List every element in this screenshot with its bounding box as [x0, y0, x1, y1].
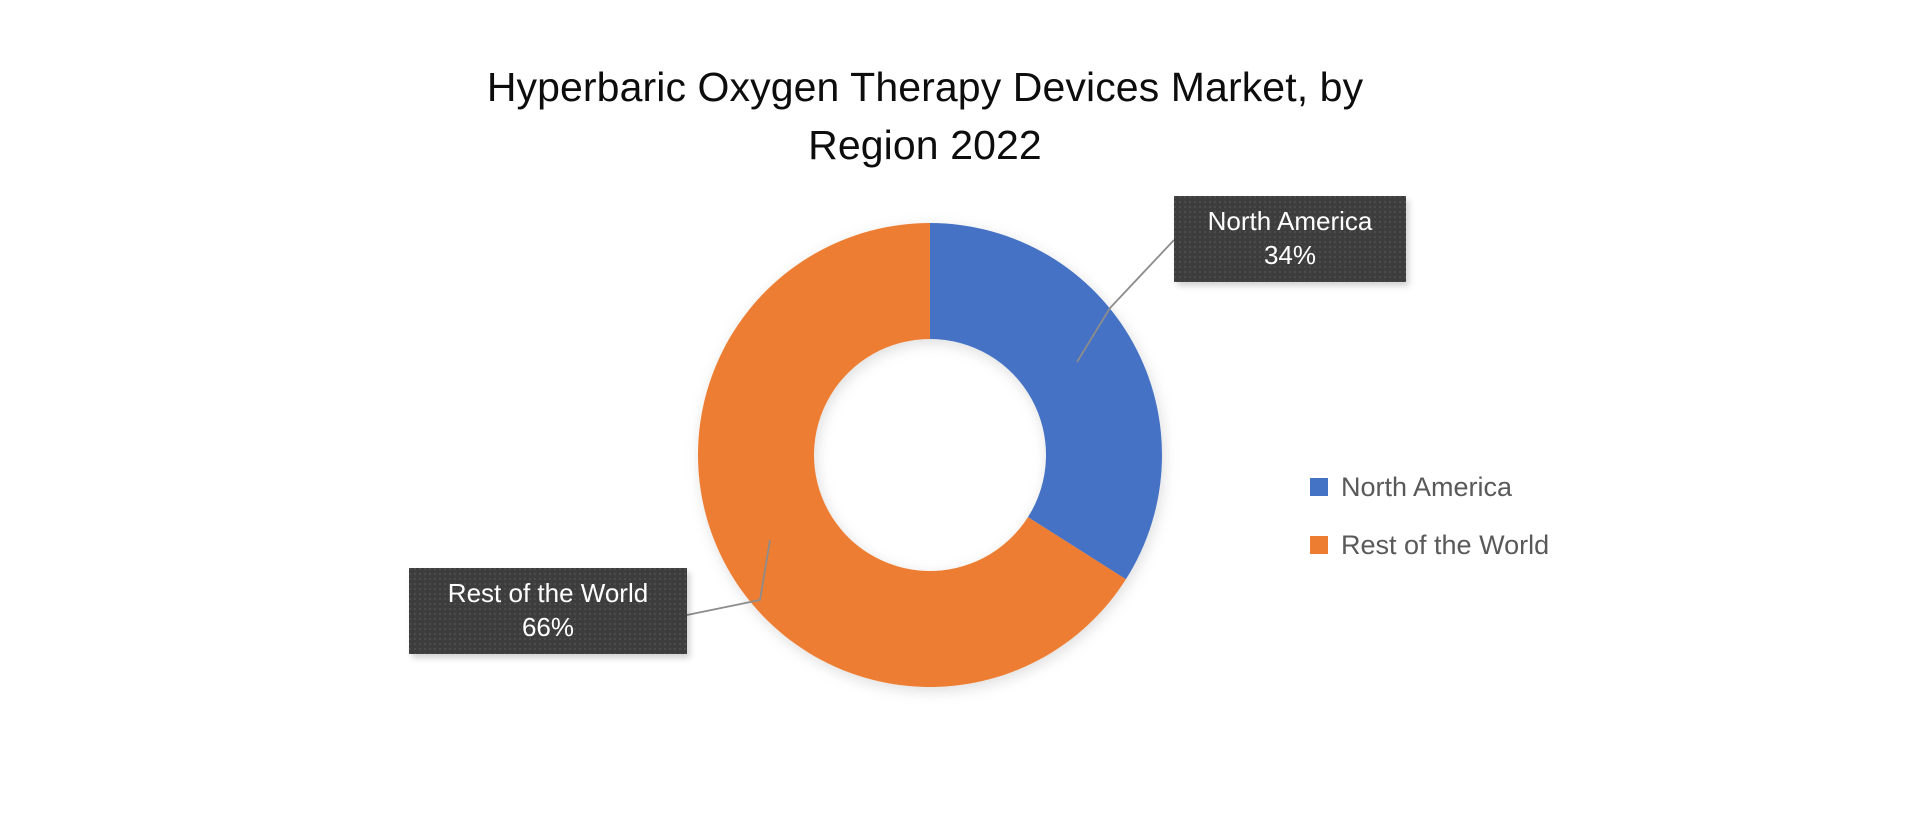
legend-item-north-america[interactable]: North America: [1310, 458, 1610, 516]
legend-item-rest-of-world[interactable]: Rest of the World: [1310, 516, 1610, 574]
callout-rest-of-world[interactable]: Rest of the World 66%: [409, 568, 687, 654]
legend-swatch-icon-rest-of-world: [1310, 536, 1328, 554]
legend-label-north-america: North America: [1341, 471, 1513, 502]
callout-north-america[interactable]: North America 34%: [1174, 196, 1406, 282]
chart-legend: North America Rest of the World: [1310, 458, 1610, 574]
donut-chart: [660, 185, 1200, 725]
chart-title: Hyperbaric Oxygen Therapy Devices Market…: [486, 64, 1364, 168]
donut-slice-north-america[interactable]: [930, 223, 1162, 580]
donut-chart-svg: [698, 223, 1162, 687]
donut-slice-rest-of-world[interactable]: [698, 223, 1126, 687]
legend-label-rest-of-world: Rest of the World: [1341, 529, 1550, 560]
legend-swatch-icon-north-america: [1310, 478, 1328, 496]
